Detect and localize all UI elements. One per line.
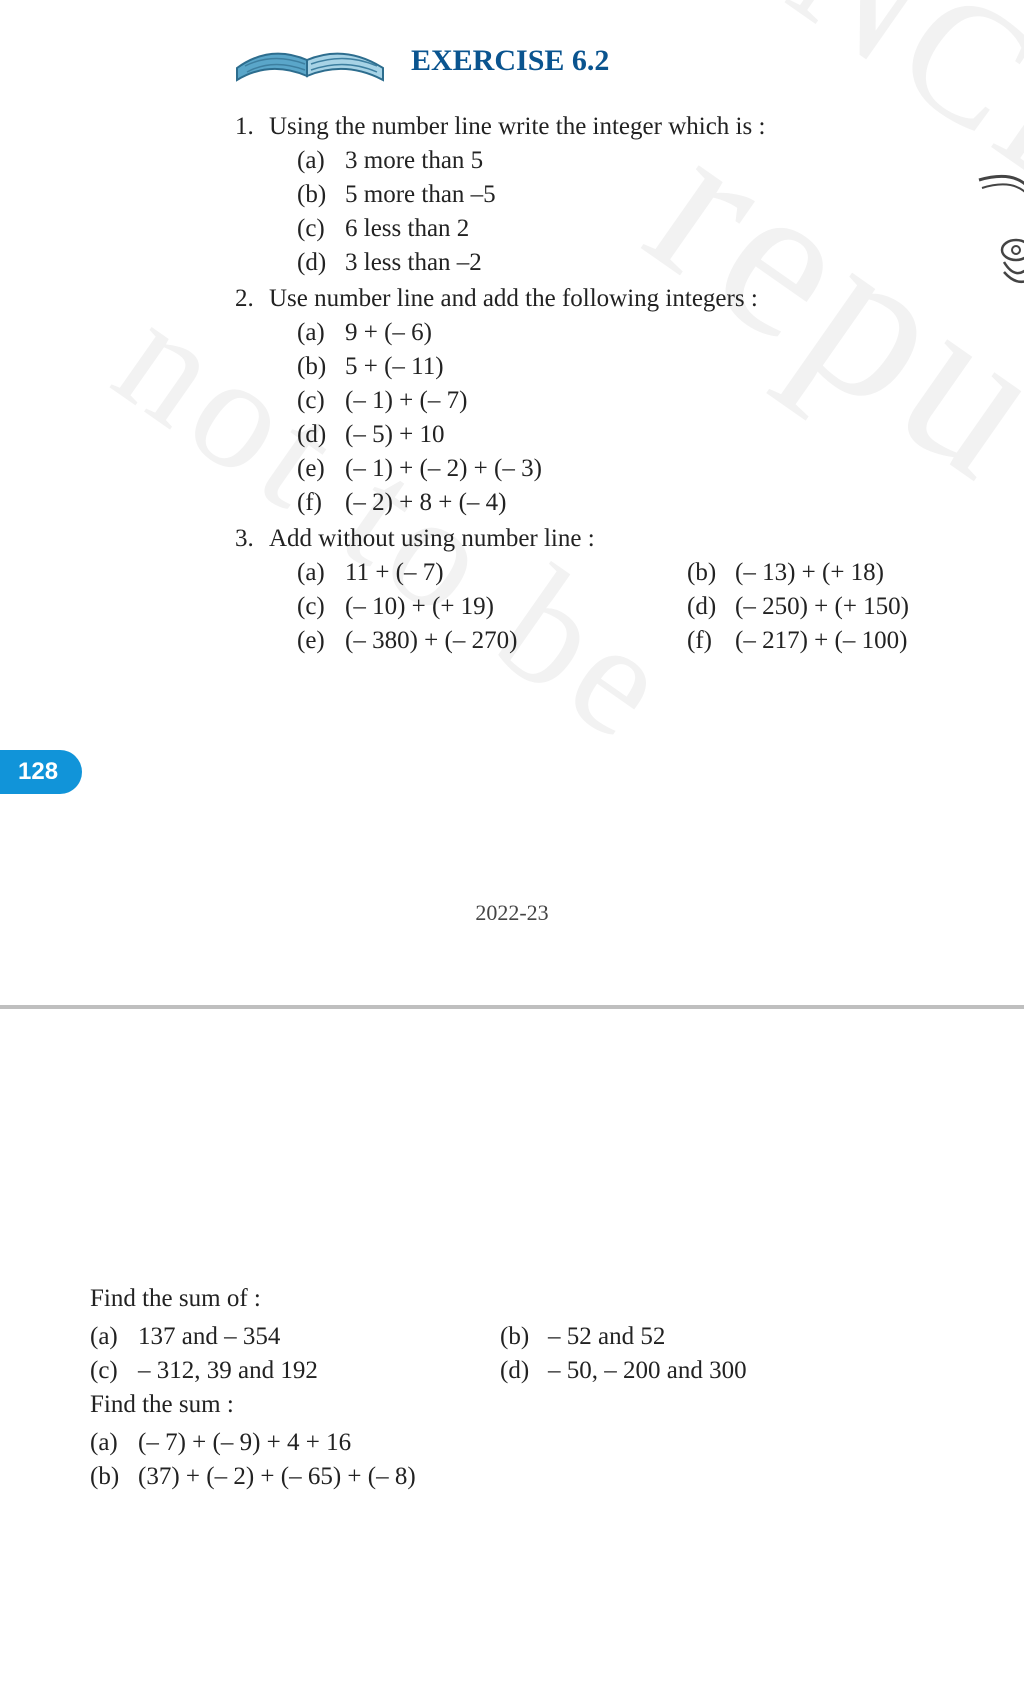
option-2b: (b)5 + (– 11)	[297, 353, 984, 381]
option-text: 9 + (– 6)	[345, 319, 432, 347]
option-row: (e)(– 380) + (– 270) (f)(– 217) + (– 100…	[297, 627, 984, 655]
exercise-title: EXERCISE 6.2	[411, 44, 609, 78]
question-number: 3.	[235, 525, 269, 553]
option-label: (b)	[297, 353, 345, 381]
option-label: (a)	[297, 147, 345, 175]
question-text: Using the number line write the integer …	[269, 113, 765, 141]
option-label: (d)	[500, 1357, 548, 1385]
exercise-header: EXERCISE 6.2	[225, 30, 984, 91]
option-text: (– 10) + (+ 19)	[345, 593, 494, 621]
option-text: 3 less than –2	[345, 249, 482, 277]
option-3e: (e)(– 380) + (– 270)	[297, 627, 687, 655]
option-1d: (d)3 less than –2	[297, 249, 984, 277]
option-text: – 50, – 200 and 300	[548, 1357, 747, 1385]
option-sumof-a: (a)137 and – 354	[90, 1323, 500, 1351]
option-text: (– 217) + (– 100)	[735, 627, 907, 655]
option-label: (e)	[297, 627, 345, 655]
option-text: 6 less than 2	[345, 215, 469, 243]
option-label: (a)	[297, 559, 345, 587]
option-label: (e)	[297, 455, 345, 483]
option-sumof-c: (c)– 312, 39 and 192	[90, 1357, 500, 1385]
option-findsum-b: (b)(37) + (– 2) + (– 65) + (– 8)	[90, 1463, 964, 1491]
option-3c: (c)(– 10) + (+ 19)	[297, 593, 687, 621]
option-text: (– 13) + (+ 18)	[735, 559, 884, 587]
option-label: (c)	[297, 593, 345, 621]
option-label: (d)	[297, 249, 345, 277]
question-text: Use number line and add the following in…	[269, 285, 758, 313]
option-sumof-b: (b)– 52 and 52	[500, 1323, 964, 1351]
option-sumof-d: (d)– 50, – 200 and 300	[500, 1357, 964, 1385]
option-text: (– 5) + 10	[345, 421, 445, 449]
option-3b: (b)(– 13) + (+ 18)	[687, 559, 984, 587]
option-3d: (d)(– 250) + (+ 150)	[687, 593, 984, 621]
option-text: (– 380) + (– 270)	[345, 627, 517, 655]
option-1a: (a)3 more than 5	[297, 147, 984, 175]
option-label: (c)	[297, 215, 345, 243]
option-label: (a)	[297, 319, 345, 347]
option-label: (f)	[297, 489, 345, 517]
option-2e: (e)(– 1) + (– 2) + (– 3)	[297, 455, 984, 483]
option-2d: (d)(– 5) + 10	[297, 421, 984, 449]
option-text: 3 more than 5	[345, 147, 483, 175]
option-label: (b)	[90, 1463, 138, 1491]
option-text: – 52 and 52	[548, 1323, 665, 1351]
option-label: (b)	[500, 1323, 548, 1351]
option-text: 11 + (– 7)	[345, 559, 444, 587]
page-number-badge: 128	[0, 750, 82, 794]
option-text: 137 and – 354	[138, 1323, 280, 1351]
option-label: (c)	[297, 387, 345, 415]
option-label: (b)	[687, 559, 735, 587]
option-text: 5 more than –5	[345, 181, 496, 209]
question-number: 1.	[235, 113, 269, 141]
question-text: Add without using number line :	[269, 525, 595, 553]
option-label: (a)	[90, 1429, 138, 1457]
question-3: 3. Add without using number line : (a)11…	[235, 525, 984, 655]
option-text: (– 7) + (– 9) + 4 + 16	[138, 1429, 351, 1457]
option-row: (c)– 312, 39 and 192 (d)– 50, – 200 and …	[90, 1357, 964, 1385]
option-2f: (f)(– 2) + 8 + (– 4)	[297, 489, 984, 517]
page-divider	[0, 1005, 1024, 1009]
option-findsum-a: (a)(– 7) + (– 9) + 4 + 16	[90, 1429, 964, 1457]
question-number: 2.	[235, 285, 269, 313]
question-2: 2. Use number line and add the following…	[235, 285, 984, 517]
option-label: (c)	[90, 1357, 138, 1385]
option-text: (37) + (– 2) + (– 65) + (– 8)	[138, 1463, 416, 1491]
option-1b: (b)5 more than –5	[297, 181, 984, 209]
option-row: (a)137 and – 354 (b)– 52 and 52	[90, 1323, 964, 1351]
option-text: – 312, 39 and 192	[138, 1357, 318, 1385]
option-label: (a)	[90, 1323, 138, 1351]
option-text: (– 250) + (+ 150)	[735, 593, 909, 621]
option-label: (f)	[687, 627, 735, 655]
book-icon	[225, 30, 395, 91]
option-1c: (c)6 less than 2	[297, 215, 984, 243]
find-sum-of-heading: Find the sum of :	[90, 1285, 964, 1313]
find-sum-heading: Find the sum :	[90, 1391, 964, 1419]
option-row: (c)(– 10) + (+ 19) (d)(– 250) + (+ 150)	[297, 593, 984, 621]
option-text: (– 1) + (– 7)	[345, 387, 467, 415]
question-1: 1. Using the number line write the integ…	[235, 113, 984, 277]
option-2a: (a)9 + (– 6)	[297, 319, 984, 347]
option-label: (b)	[297, 181, 345, 209]
option-2c: (c)(– 1) + (– 7)	[297, 387, 984, 415]
option-text: (– 1) + (– 2) + (– 3)	[345, 455, 542, 483]
option-3f: (f)(– 217) + (– 100)	[687, 627, 984, 655]
lower-section: Find the sum of : (a)137 and – 354 (b)– …	[90, 1285, 964, 1497]
option-row: (a)11 + (– 7) (b)(– 13) + (+ 18)	[297, 559, 984, 587]
option-label: (d)	[687, 593, 735, 621]
option-text: 5 + (– 11)	[345, 353, 444, 381]
option-label: (d)	[297, 421, 345, 449]
option-3a: (a)11 + (– 7)	[297, 559, 687, 587]
year-footer: 2022-23	[0, 900, 1024, 926]
option-text: (– 2) + 8 + (– 4)	[345, 489, 507, 517]
